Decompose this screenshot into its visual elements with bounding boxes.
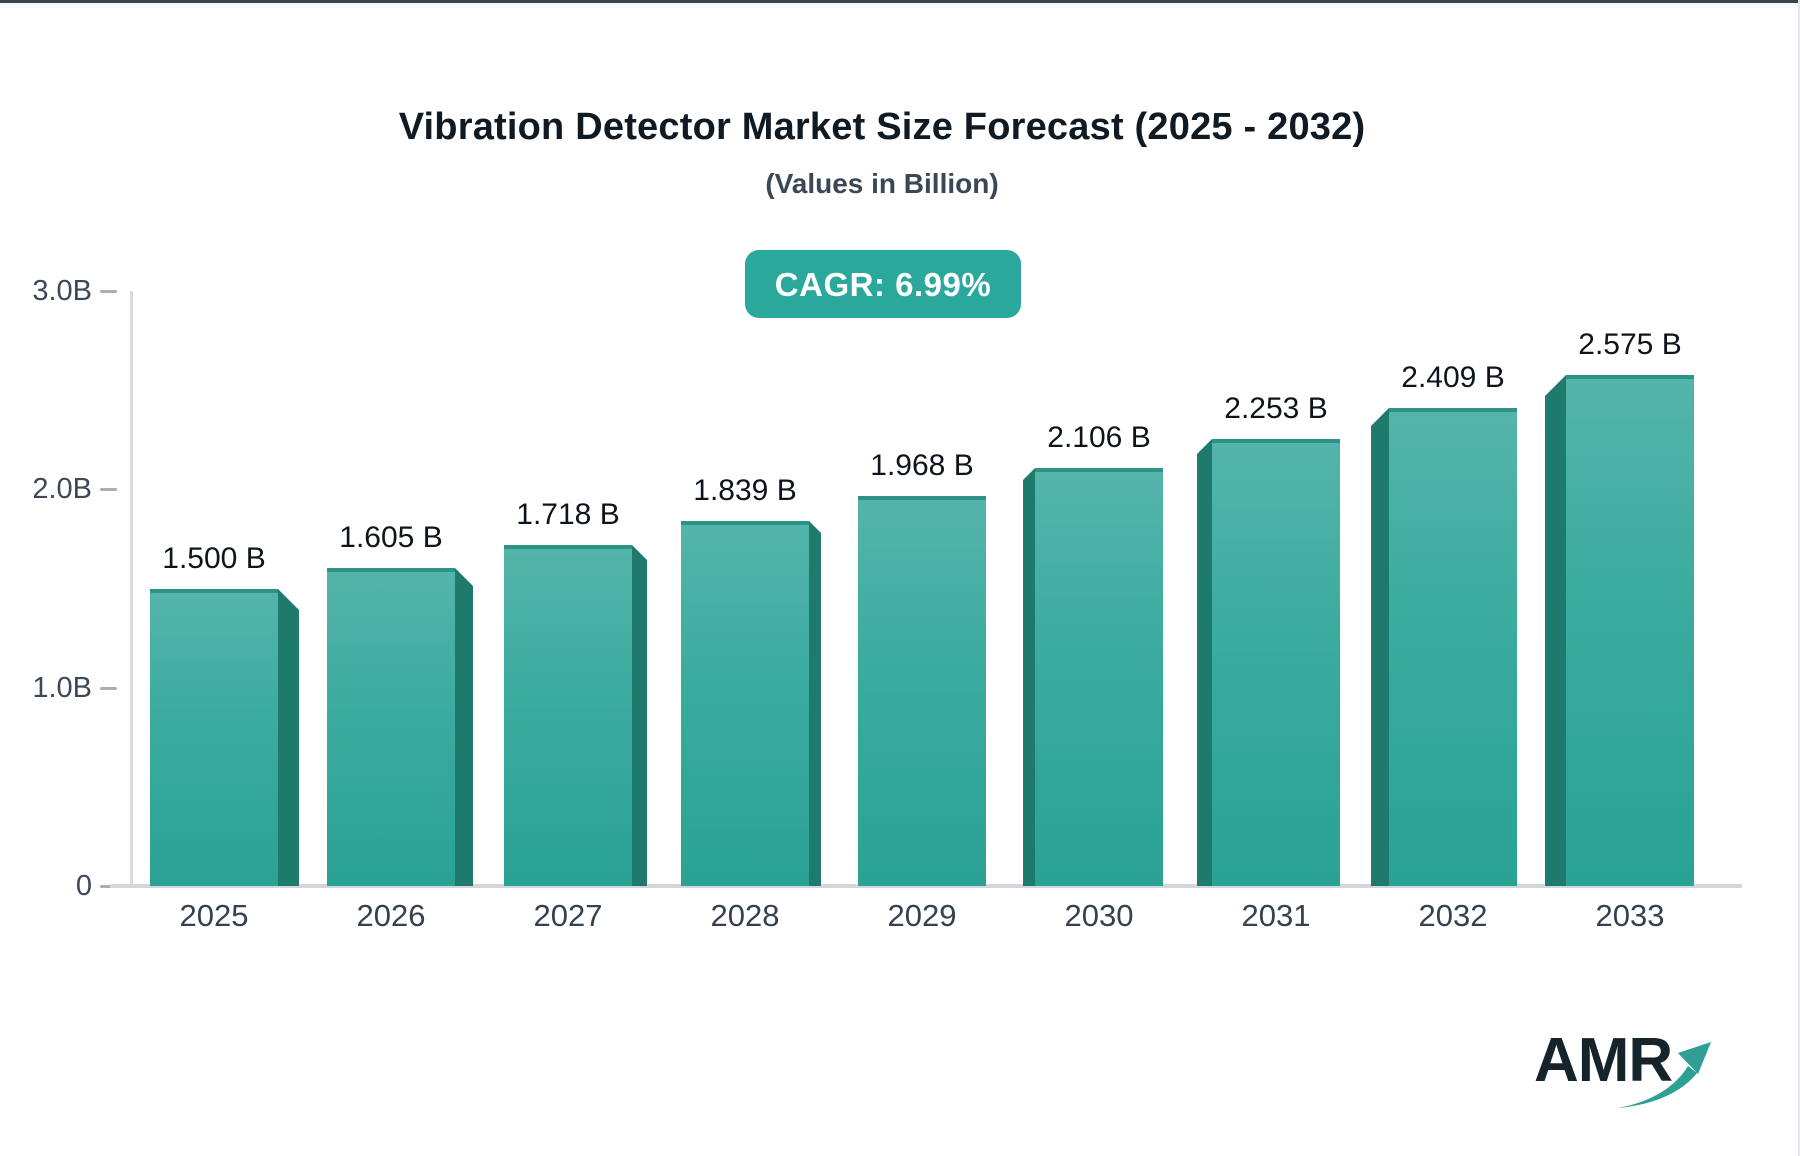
x-axis-label: 2032 bbox=[1418, 898, 1488, 933]
x-axis-label: 2031 bbox=[1241, 898, 1311, 933]
bar-2031 bbox=[1212, 439, 1340, 886]
bar-side-face bbox=[455, 568, 473, 886]
x-axis-baseline bbox=[110, 884, 1742, 888]
bar-2025 bbox=[150, 589, 278, 886]
bar-side-face bbox=[278, 589, 299, 886]
trend-up-arrow-icon bbox=[1618, 1042, 1711, 1108]
bar-2032 bbox=[1389, 408, 1517, 886]
y-tick-mark bbox=[100, 885, 117, 888]
amr-logo: AMR bbox=[1534, 1030, 1714, 1120]
y-tick-label: 3.0B bbox=[32, 275, 92, 307]
bar-value-label: 2.575 B bbox=[1578, 328, 1682, 361]
cagr-badge: CAGR: 6.99% bbox=[744, 250, 1022, 318]
bar-side-face bbox=[809, 521, 821, 886]
y-tick-label: 1.0B bbox=[32, 671, 92, 704]
page-top-strip bbox=[0, 3, 1800, 8]
x-axis-label: 2025 bbox=[179, 898, 249, 933]
amr-logo-text: AMR bbox=[1534, 1026, 1673, 1095]
chart-title: Vibration Detector Market Size Forecast … bbox=[398, 106, 1366, 148]
bar-2026 bbox=[327, 568, 455, 886]
bar-2029 bbox=[858, 496, 986, 886]
page-top-border bbox=[0, 0, 1800, 3]
chart-subtitle: (Values in Billion) bbox=[765, 168, 999, 199]
x-axis-label: 2030 bbox=[1064, 898, 1134, 933]
y-tick-mark bbox=[100, 488, 117, 492]
y-tick-mark bbox=[100, 686, 117, 690]
x-axis-label: 2027 bbox=[533, 898, 603, 933]
bar-side-face bbox=[1023, 468, 1035, 886]
x-axis-label: 2033 bbox=[1595, 898, 1665, 933]
bar-value-label: 1.500 B bbox=[162, 542, 266, 575]
y-tick-mark bbox=[100, 290, 117, 293]
bar-value-label: 1.968 B bbox=[870, 449, 974, 482]
y-tick-label: 2.0B bbox=[32, 473, 92, 506]
bar-side-face bbox=[1197, 439, 1212, 886]
y-axis-line bbox=[130, 291, 133, 886]
bar-2028 bbox=[681, 521, 809, 886]
bar-side-face bbox=[632, 545, 647, 886]
x-axis-label: 2029 bbox=[887, 898, 957, 933]
cagr-badge-wrap: CAGR: 6.99% bbox=[0, 250, 1766, 318]
bar-value-label: 1.605 B bbox=[339, 521, 443, 554]
bar-value-label: 1.839 B bbox=[693, 474, 797, 507]
x-axis-label: 2026 bbox=[356, 898, 426, 933]
bar-side-face bbox=[1545, 375, 1566, 886]
bar-value-label: 2.253 B bbox=[1224, 392, 1328, 425]
bar-2030 bbox=[1035, 468, 1163, 886]
y-tick-label: 0 bbox=[75, 870, 92, 902]
bar-value-label: 2.106 B bbox=[1047, 421, 1151, 454]
bar-2033 bbox=[1566, 375, 1694, 886]
bar-2027 bbox=[504, 545, 632, 886]
bar-value-label: 2.409 B bbox=[1401, 361, 1505, 394]
page-right-border bbox=[1798, 0, 1800, 1156]
bar-value-label: 1.718 B bbox=[516, 498, 620, 531]
bar-side-face bbox=[1371, 408, 1389, 886]
x-axis-label: 2028 bbox=[710, 898, 780, 933]
